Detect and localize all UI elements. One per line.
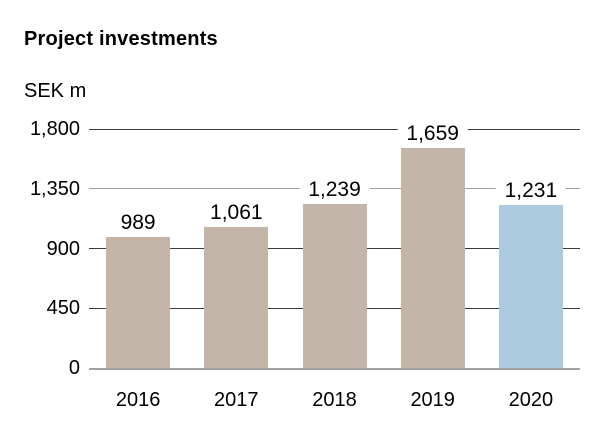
x-axis-label-2018: 2018 xyxy=(312,389,357,411)
plot-area: 989 1,061 1,239 1,659 1,231 xyxy=(89,120,580,370)
x-axis-label-2016: 2016 xyxy=(115,389,161,411)
bar-2019 xyxy=(400,147,465,368)
bar-value-label-2019: 1,659 xyxy=(397,120,468,146)
bar-2017 xyxy=(204,227,269,368)
bar-value-label-2017: 1,061 xyxy=(201,200,272,226)
bar-2018 xyxy=(302,203,367,368)
y-tick-label-1350: 1,350 xyxy=(29,177,80,200)
gridline-1800 xyxy=(89,128,580,130)
x-axis-baseline xyxy=(89,368,580,370)
bar-2020 xyxy=(498,204,563,368)
x-axis-label-2019: 2019 xyxy=(410,389,455,411)
bar-2016 xyxy=(106,236,171,368)
y-tick-label-450: 450 xyxy=(46,297,80,320)
chart-title: Project investments xyxy=(24,28,218,50)
bar-value-label-2016: 989 xyxy=(111,209,165,235)
bar-value-label-2020: 1,231 xyxy=(495,177,567,203)
y-axis-unit-label: SEK m xyxy=(24,80,87,102)
bar-value-label-2018: 1,239 xyxy=(299,176,370,202)
x-axis-label-2020: 2020 xyxy=(508,389,554,411)
y-tick-label-1800: 1,800 xyxy=(29,118,80,140)
y-tick-label-0: 0 xyxy=(68,357,80,379)
x-axis-label-2017: 2017 xyxy=(214,389,259,411)
y-tick-label-900: 900 xyxy=(46,237,80,260)
